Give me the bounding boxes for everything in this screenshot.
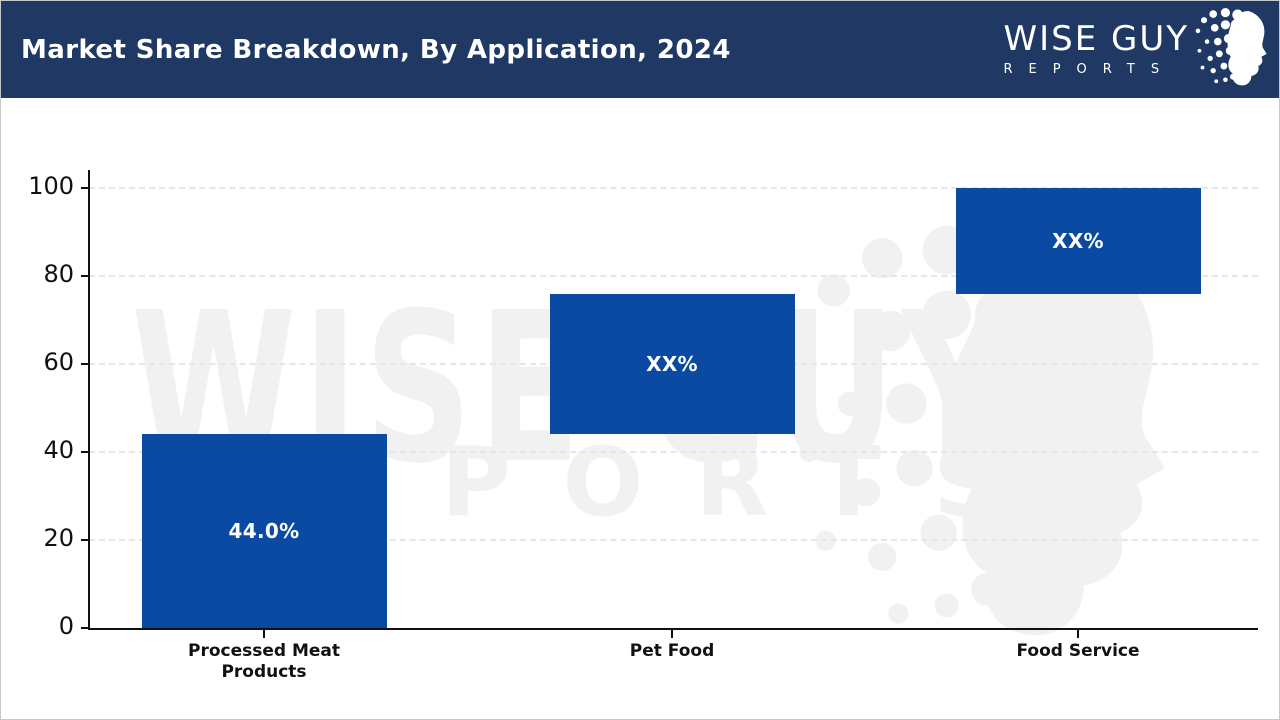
brand-face-icon <box>1191 8 1269 92</box>
gridline-20 <box>89 539 1258 541</box>
y-tick-label-80: 80 <box>43 260 74 288</box>
chart-title: Market Share Breakdown, By Application, … <box>21 34 731 65</box>
bar-value-label-pet-food: XX% <box>646 351 698 376</box>
x-tick-pet-food <box>671 630 673 638</box>
brand-subtitle: REPORTS <box>1003 62 1176 77</box>
gridline-40 <box>89 451 1258 453</box>
y-tick-100 <box>81 187 89 189</box>
x-category-label-processed-meat-products: Processed Meat Products <box>187 641 341 683</box>
y-tick-label-40: 40 <box>43 436 74 464</box>
y-tick-20 <box>81 539 89 541</box>
x-tick-food-service <box>1077 630 1079 638</box>
x-category-label-pet-food: Pet Food <box>629 641 715 661</box>
gridline-80 <box>89 275 1258 277</box>
header-bar: Market Share Breakdown, By Application, … <box>1 1 1279 98</box>
bar-value-label-processed-meat-products: 44.0% <box>228 519 300 544</box>
y-tick-label-100: 100 <box>28 172 74 200</box>
brand-logo: WISE GUY REPORTS <box>1003 8 1279 92</box>
bar-processed-meat-products: 44.0% <box>141 434 387 628</box>
x-axis-spine <box>88 628 1258 630</box>
bar-food-service: XX% <box>955 188 1201 294</box>
y-tick-label-20: 20 <box>43 524 74 552</box>
y-tick-80 <box>81 275 89 277</box>
gridline-100 <box>89 187 1258 189</box>
y-tick-60 <box>81 363 89 365</box>
x-category-label-food-service: Food Service <box>1016 641 1140 661</box>
bar-pet-food: XX% <box>549 293 795 435</box>
bar-value-label-food-service: XX% <box>1052 228 1104 253</box>
y-tick-label-60: 60 <box>43 348 74 376</box>
y-axis-spine <box>88 170 90 630</box>
brand-logo-text: WISE GUY REPORTS <box>1003 22 1189 77</box>
chart-area: WISE GUY REPORTS 0 20 40 60 80 100 44.0% Proces… <box>1 98 1279 719</box>
y-tick-40 <box>81 451 89 453</box>
x-tick-processed-meat-products <box>263 630 265 638</box>
brand-name: WISE GUY <box>1003 19 1189 59</box>
y-tick-0 <box>81 627 89 629</box>
y-tick-label-0: 0 <box>58 612 74 640</box>
